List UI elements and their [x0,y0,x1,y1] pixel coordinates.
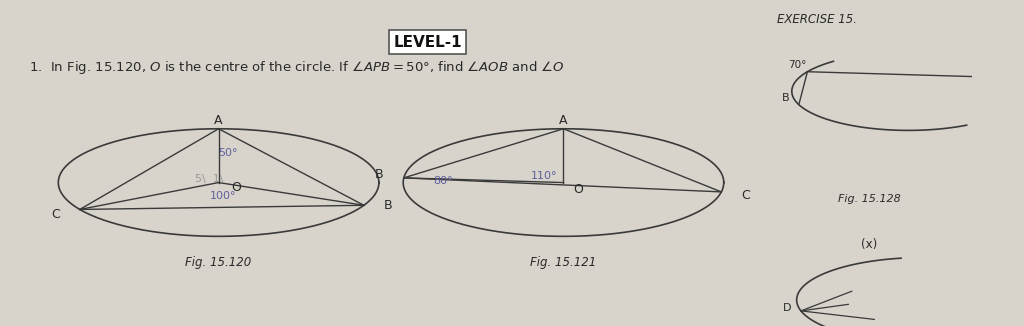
Text: 1.  In Fig. 15.120, $O$ is the centre of the circle. If $\angle APB = 50°$, find: 1. In Fig. 15.120, $O$ is the centre of … [29,59,564,76]
Text: LEVEL-1: LEVEL-1 [393,35,462,50]
Text: 50°: 50° [218,148,238,158]
Text: C: C [741,189,750,202]
Text: O: O [231,181,241,194]
Text: D: D [782,303,792,313]
Text: 110°: 110° [530,171,557,181]
Text: 70°: 70° [788,60,807,70]
Text: Fig. 15.120: Fig. 15.120 [185,256,252,269]
Text: 5\  1\: 5\ 1\ [195,174,223,184]
Text: 100°: 100° [210,191,237,200]
Text: B: B [384,199,392,212]
Text: B: B [781,94,790,103]
Text: B: B [375,168,384,181]
Text: 80°: 80° [433,176,453,186]
Text: A: A [214,114,223,127]
Text: Fig. 15.121: Fig. 15.121 [530,256,597,269]
Text: C: C [51,208,59,221]
Text: (x): (x) [861,238,878,251]
Text: A: A [559,114,567,127]
Text: O: O [573,183,583,196]
Text: Fig. 15.128: Fig. 15.128 [839,194,901,204]
Text: EXERCISE 15.: EXERCISE 15. [777,13,857,26]
